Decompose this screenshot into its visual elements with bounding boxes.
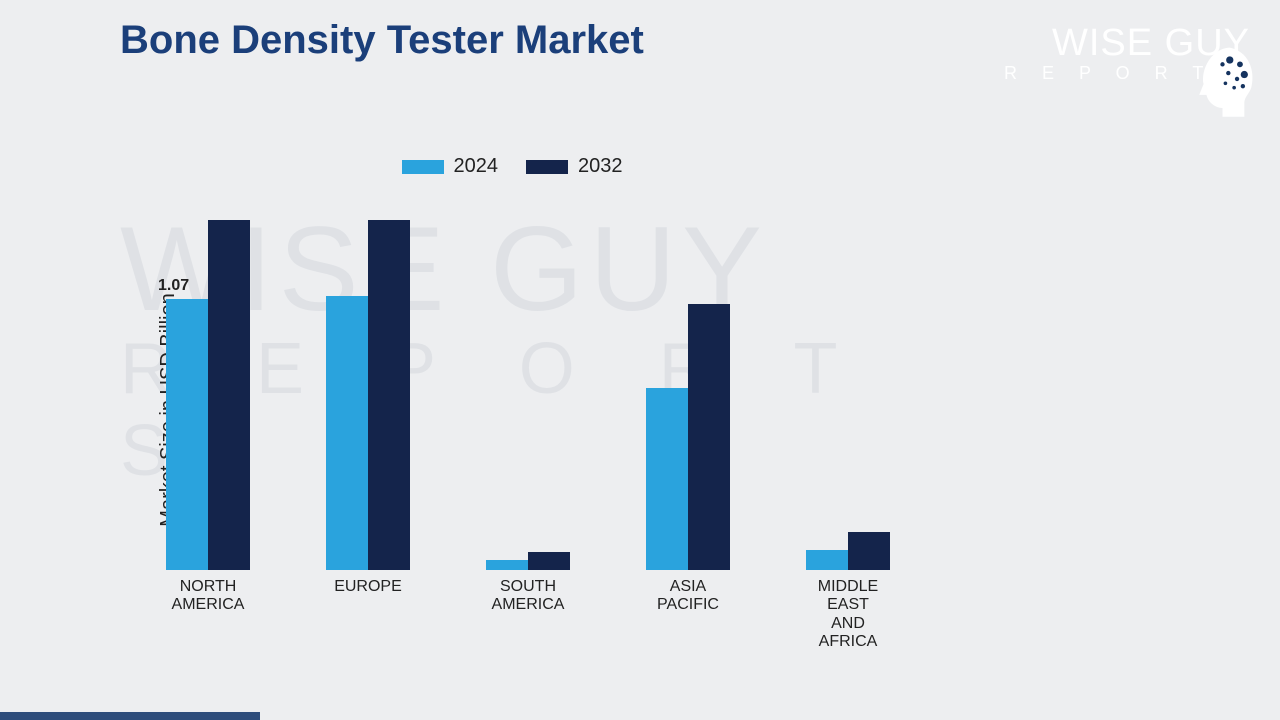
bar-v2032 (688, 304, 730, 570)
stage: WISE GUY R E P O R T S Bone Density Test… (0, 0, 1280, 720)
bar-v2032 (528, 552, 570, 570)
bar-v2024 (486, 560, 528, 570)
bar-v2032 (208, 220, 250, 570)
bar-group (326, 220, 410, 570)
bottom-accent-bar (0, 712, 260, 720)
legend: 2024 2032 (58, 155, 938, 178)
category-label: ASIAPACIFIC (618, 578, 758, 615)
legend-label-v2024: 2024 (454, 155, 499, 177)
legend-swatch-v2032 (526, 160, 568, 174)
plot-area: 1.07NORTHAMERICAEUROPESOUTHAMERICAASIAPA… (128, 190, 928, 570)
category-label: MIDDLEEASTANDAFRICA (778, 578, 918, 652)
legend-swatch-v2024 (402, 160, 444, 174)
value-label: 1.07 (158, 277, 189, 295)
bar-v2032 (848, 532, 890, 570)
bar-group (806, 532, 890, 570)
bar-v2024 (166, 299, 208, 570)
bar-group (486, 552, 570, 570)
category-label: SOUTHAMERICA (458, 578, 598, 615)
bar-group (646, 304, 730, 570)
bar-v2024 (326, 296, 368, 570)
bar-v2032 (368, 220, 410, 570)
brand-logo: WISE GUY R E P O R T S (990, 22, 1250, 84)
bar-group (166, 220, 250, 570)
category-label: EUROPE (298, 578, 438, 596)
bar-v2024 (646, 388, 688, 570)
bar-v2024 (806, 550, 848, 570)
chart: 20242032 Market Size in USD Billion 1.07… (58, 155, 938, 665)
chart-title: Bone Density Tester Market (120, 18, 644, 63)
category-label: NORTHAMERICA (138, 578, 278, 615)
legend-label-v2032: 2032 (578, 155, 623, 177)
brand-head-icon (1185, 44, 1260, 124)
